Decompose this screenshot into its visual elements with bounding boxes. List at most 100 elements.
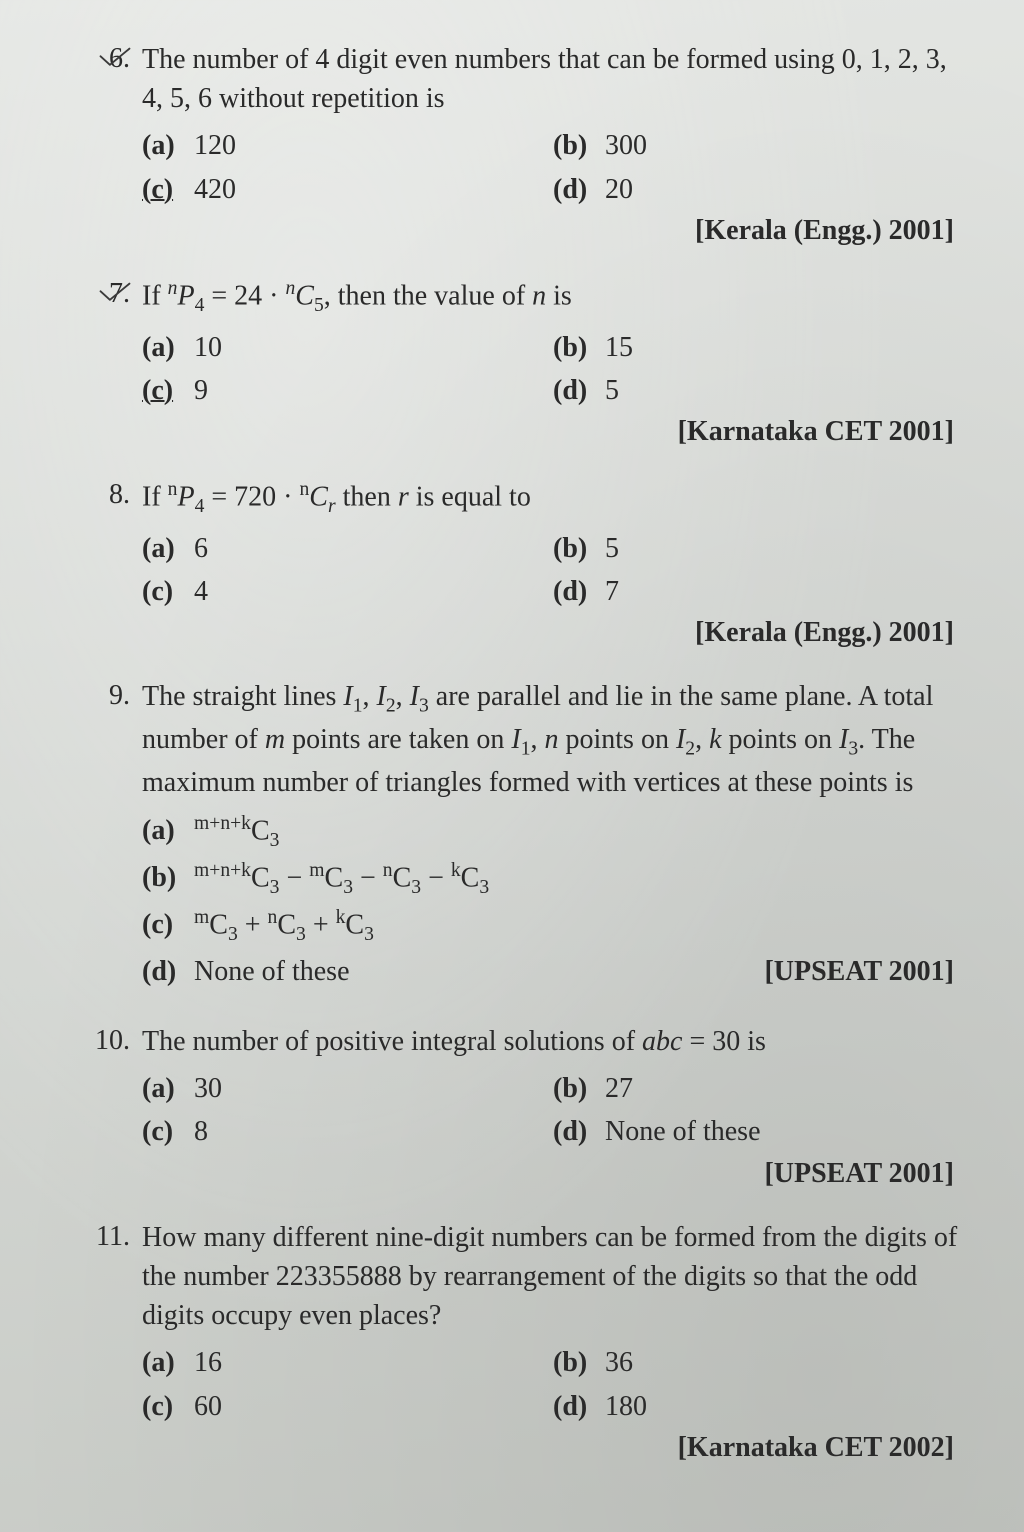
option-label: (c) bbox=[142, 1385, 194, 1428]
option: (a)30 bbox=[142, 1067, 553, 1110]
option: (d)5 bbox=[553, 369, 964, 412]
option-text: mC3 + nC3 + kC3 bbox=[194, 903, 964, 950]
option-label: (d) bbox=[553, 570, 605, 613]
option-label: (b) bbox=[553, 1067, 605, 1110]
option-text: 20 bbox=[605, 168, 964, 211]
option-label: (a) bbox=[142, 1341, 194, 1384]
option: (d)7 bbox=[553, 570, 964, 613]
option-text: None of these bbox=[605, 1110, 964, 1153]
option-text: 60 bbox=[194, 1385, 553, 1428]
option-text: 27 bbox=[605, 1067, 964, 1110]
option-text: 5 bbox=[605, 369, 964, 412]
option: (b)5 bbox=[553, 527, 964, 570]
option-label: (d) bbox=[553, 1385, 605, 1428]
option-label: (a) bbox=[142, 1067, 194, 1110]
option-label: (c) bbox=[142, 903, 194, 950]
option-text: 6 bbox=[194, 527, 553, 570]
option: (b)27 bbox=[553, 1067, 964, 1110]
option-text: 10 bbox=[194, 326, 553, 369]
question-text: The number of positive integral solution… bbox=[142, 1022, 964, 1061]
option-text: 36 bbox=[605, 1341, 964, 1384]
option-text: 420 bbox=[194, 168, 553, 211]
option-text: 8 bbox=[194, 1110, 553, 1153]
question-number: 8. bbox=[80, 476, 142, 514]
option-label: (a) bbox=[142, 809, 194, 856]
question-row: 9.The straight lines I1, I2, I3 are para… bbox=[80, 677, 964, 802]
option: (b)36 bbox=[553, 1341, 964, 1384]
question-text: If nP4 = 720 · nCr then r is equal to bbox=[142, 476, 964, 520]
option: (a)120 bbox=[142, 124, 553, 167]
question-row: 8.If nP4 = 720 · nCr then r is equal to bbox=[80, 476, 964, 520]
question: 7.If nP4 = 24 · nC5, then the value of n… bbox=[80, 275, 964, 448]
option-text: m+n+kC3 − mC3 − nC3 − kC3 bbox=[194, 856, 964, 903]
option-text: 16 bbox=[194, 1341, 553, 1384]
option: (c)420 bbox=[142, 168, 553, 211]
question: 9.The straight lines I1, I2, I3 are para… bbox=[80, 677, 964, 993]
question: 8.If nP4 = 720 · nCr then r is equal to (… bbox=[80, 476, 964, 649]
question-text: How many different nine-digit numbers ca… bbox=[142, 1218, 964, 1336]
option-label: (b) bbox=[553, 527, 605, 570]
source-tag: [UPSEAT 2001] bbox=[350, 956, 964, 988]
option-label: (b) bbox=[553, 1341, 605, 1384]
option: (d)None of these bbox=[142, 950, 350, 993]
option: (a)16 bbox=[142, 1341, 553, 1384]
option-label: (d) bbox=[553, 1110, 605, 1153]
option: (b)m+n+kC3 − mC3 − nC3 − kC3 bbox=[142, 856, 964, 903]
option-label: (b) bbox=[142, 856, 194, 903]
options: (a)10(b)15 (c)9(d)5 bbox=[142, 326, 964, 413]
option-text: 5 bbox=[605, 527, 964, 570]
question-text: If nP4 = 24 · nC5, then the value of n i… bbox=[142, 275, 964, 319]
options: (a)30(b)27(c)8(d)None of these bbox=[142, 1067, 964, 1154]
source-tag: [Karnataka CET 2001] bbox=[80, 416, 964, 448]
option-text: 9 bbox=[194, 369, 553, 412]
option-label: (c) bbox=[142, 369, 194, 412]
page: 6.The number of 4 digit even numbers tha… bbox=[0, 0, 1024, 1532]
option-text: 30 bbox=[194, 1067, 553, 1110]
source-tag: [UPSEAT 2001] bbox=[80, 1158, 964, 1190]
question-row: 7.If nP4 = 24 · nC5, then the value of n… bbox=[80, 275, 964, 319]
question-number: 6. bbox=[80, 40, 142, 78]
option-label: (c) bbox=[142, 168, 194, 211]
option-text: 4 bbox=[194, 570, 553, 613]
option-text: 180 bbox=[605, 1385, 964, 1428]
option-label: (c) bbox=[142, 1110, 194, 1153]
options: (a)120(b)300 (c)420(d)20 bbox=[142, 124, 964, 211]
question-row: 6.The number of 4 digit even numbers tha… bbox=[80, 40, 964, 118]
option: (d)20 bbox=[553, 168, 964, 211]
option-with-source-row: (d)None of these[UPSEAT 2001] bbox=[142, 950, 964, 993]
option-label: (b) bbox=[553, 326, 605, 369]
option-label: (a) bbox=[142, 527, 194, 570]
option-text: None of these bbox=[194, 950, 350, 993]
question-text: The number of 4 digit even numbers that … bbox=[142, 40, 964, 118]
option-label: (d) bbox=[142, 950, 194, 993]
question-row: 11.How many different nine-digit numbers… bbox=[80, 1218, 964, 1336]
option-label: (d) bbox=[553, 369, 605, 412]
options: (a)6(b)5(c)4(d)7 bbox=[142, 527, 964, 614]
question: 10.The number of positive integral solut… bbox=[80, 1022, 964, 1190]
option-label: (d) bbox=[553, 168, 605, 211]
option: (c)mC3 + nC3 + kC3 bbox=[142, 903, 964, 950]
question: 6.The number of 4 digit even numbers tha… bbox=[80, 40, 964, 247]
option: (c)8 bbox=[142, 1110, 553, 1153]
question: 11.How many different nine-digit numbers… bbox=[80, 1218, 964, 1464]
question-number: 10. bbox=[80, 1022, 142, 1060]
option-label: (b) bbox=[553, 124, 605, 167]
option-text: 300 bbox=[605, 124, 964, 167]
source-tag: [Karnataka CET 2002] bbox=[80, 1432, 964, 1464]
question-number: 9. bbox=[80, 677, 142, 715]
question-text: The straight lines I1, I2, I3 are parall… bbox=[142, 677, 964, 802]
option: (a)m+n+kC3 bbox=[142, 809, 964, 856]
question-number: 11. bbox=[80, 1218, 142, 1256]
option-label: (a) bbox=[142, 326, 194, 369]
option: (a)6 bbox=[142, 527, 553, 570]
source-tag: [Kerala (Engg.) 2001] bbox=[80, 215, 964, 247]
option: (a)10 bbox=[142, 326, 553, 369]
option-text: 120 bbox=[194, 124, 553, 167]
question-row: 10.The number of positive integral solut… bbox=[80, 1022, 964, 1061]
option-text: 7 bbox=[605, 570, 964, 613]
option-text: m+n+kC3 bbox=[194, 809, 964, 856]
option: (d)None of these bbox=[553, 1110, 964, 1153]
options: (a)16(b)36 (c)60(d)180 bbox=[142, 1341, 964, 1428]
option: (b)15 bbox=[553, 326, 964, 369]
option: (d)180 bbox=[553, 1385, 964, 1428]
